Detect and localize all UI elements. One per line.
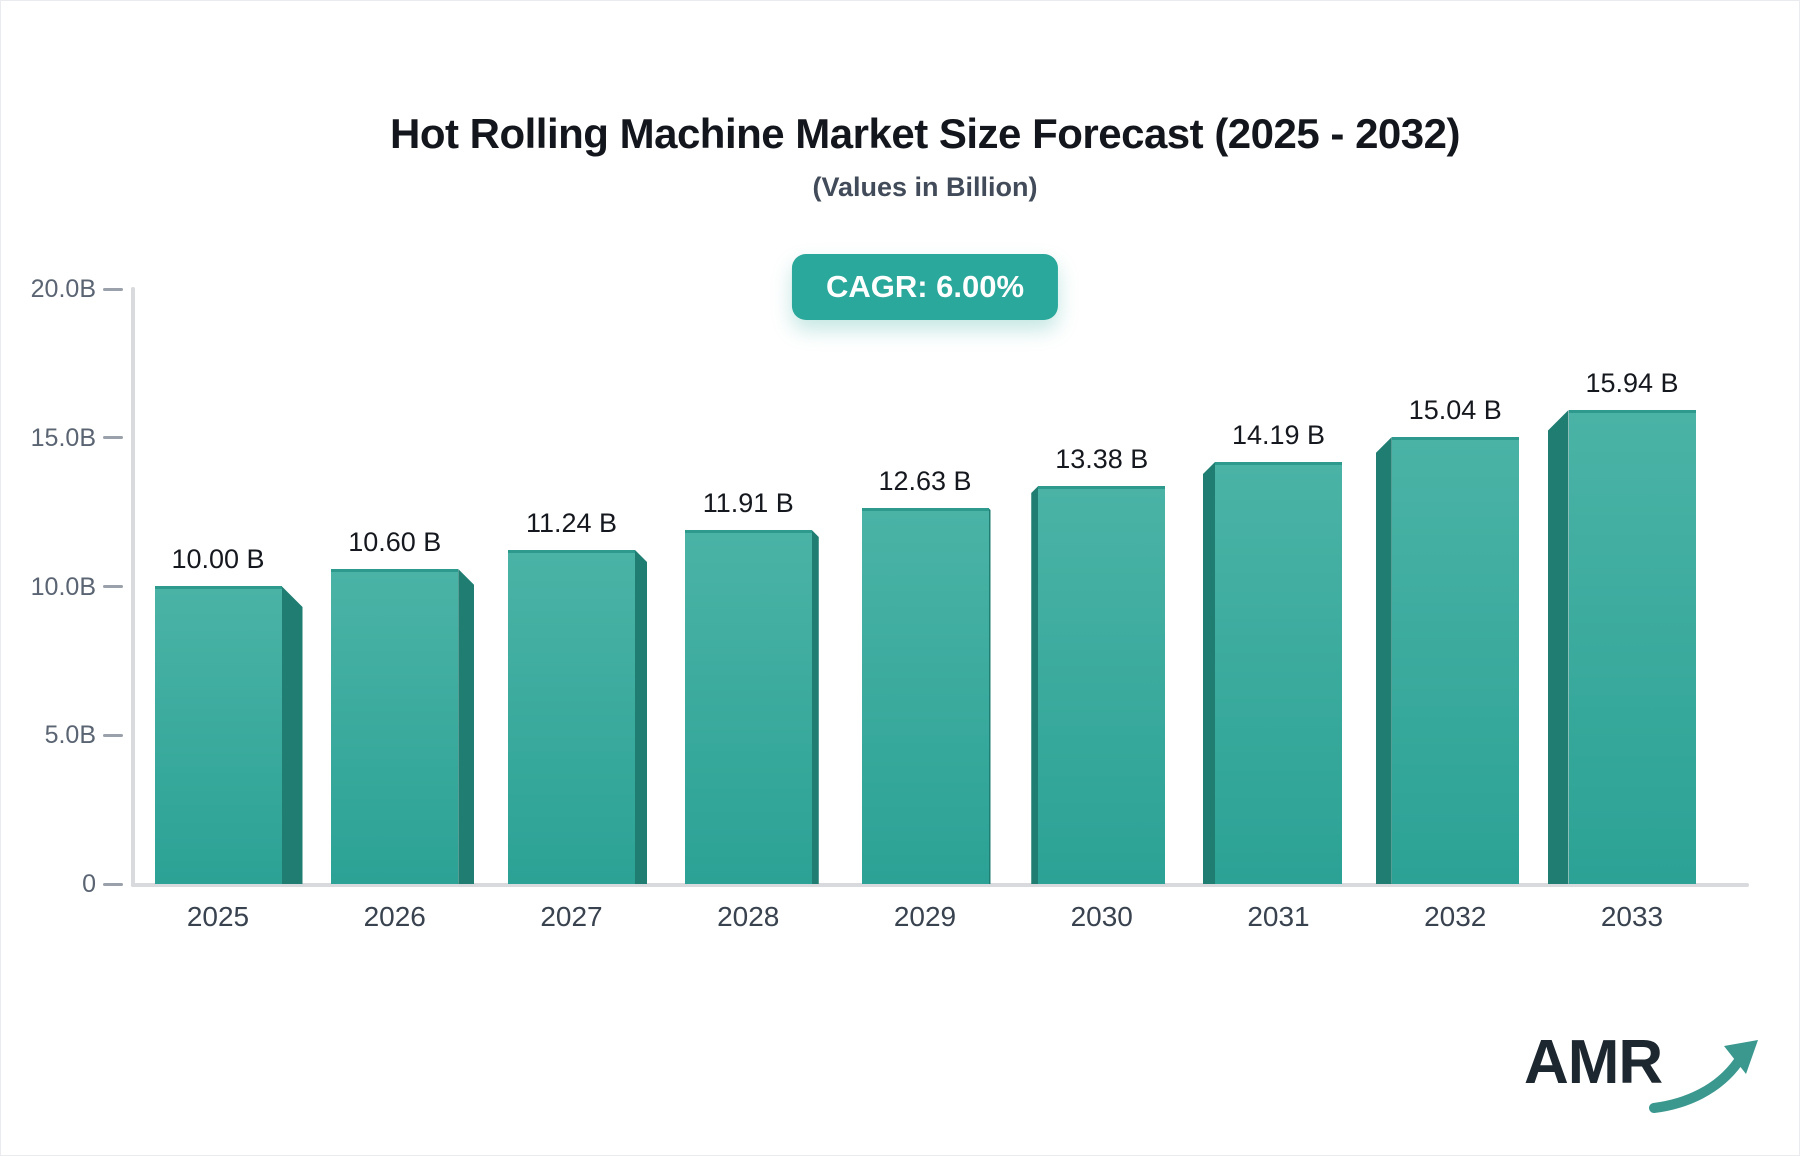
bar-value-label: 15.04 B: [1408, 395, 1502, 425]
bar-value-label: 15.94 B: [1585, 368, 1679, 398]
bar-2027[interactable]: 11.24 B: [508, 508, 647, 884]
x-category-label: 2025: [186, 901, 250, 932]
bar-2028[interactable]: 11.91 B: [684, 488, 819, 884]
x-category-label: 2033: [1600, 901, 1664, 932]
x-category-label: 2027: [540, 901, 603, 932]
bar-front-face: [1391, 437, 1519, 884]
y-tick-mark: [103, 733, 123, 737]
bar-value-label: 12.63 B: [878, 466, 972, 496]
chart-subtitle: (Values in Billion): [812, 172, 1038, 202]
bar-front-face: [684, 530, 812, 884]
bar-value-label: 13.38 B: [1055, 444, 1149, 474]
bar-side-face: [1031, 486, 1039, 884]
bar-side-face: [458, 569, 475, 884]
logo-text: AMR: [1524, 1028, 1663, 1097]
bar-2030[interactable]: 13.38 B: [1031, 444, 1166, 884]
bar-front-face: [1038, 486, 1166, 884]
bar-side-face: [635, 550, 647, 884]
x-category-label: 2032: [1424, 901, 1487, 932]
bar-side-face: [1547, 410, 1569, 884]
bar-front-face: [331, 569, 459, 884]
chart-title: Hot Rolling Machine Market Size Forecast…: [389, 110, 1461, 157]
bar-front-face: [1215, 462, 1342, 884]
y-tick-mark: [103, 882, 123, 886]
bar-value-label: 11.91 B: [702, 488, 794, 518]
bar-front-face: [154, 586, 282, 884]
bar-2031[interactable]: 14.19 B: [1203, 420, 1342, 884]
y-tick-mark: [103, 585, 123, 588]
bar-side-face: [988, 508, 991, 884]
y-tick-label: 5.0B: [44, 721, 96, 750]
bar-side-face: [811, 530, 819, 884]
bar-side-face: [1203, 462, 1215, 884]
x-category-label: 2030: [1070, 901, 1133, 932]
x-category-label: 2026: [363, 901, 426, 932]
bar-value-label: 10.60 B: [348, 527, 442, 557]
bar-value-label: 14.19 B: [1231, 420, 1326, 450]
x-axis-line: [131, 883, 1749, 887]
y-axis-line: [131, 287, 135, 887]
bar-value-label: 11.24 B: [525, 508, 618, 538]
x-category-label: 2029: [893, 901, 957, 932]
y-tick-label: 20.0B: [30, 275, 96, 303]
y-tick-label: 15.0B: [30, 423, 96, 452]
x-category-label: 2031: [1247, 901, 1310, 932]
bar-value-label: 10.00 B: [171, 544, 265, 574]
growth-arrow-icon: [1649, 1040, 1759, 1113]
bar-2033[interactable]: 15.94 B: [1547, 368, 1696, 884]
bar-side-face: [281, 586, 303, 884]
y-tick-mark: [103, 436, 123, 440]
y-tick-mark: [103, 287, 123, 291]
bar-front-face: [508, 550, 635, 884]
y-tick-label: 0: [82, 870, 96, 898]
bar-2026[interactable]: 10.60 B: [331, 527, 475, 884]
bar-2025[interactable]: 10.00 B: [154, 544, 303, 884]
bar-2032[interactable]: 15.04 B: [1375, 395, 1519, 884]
brand-logo: AMR: [1524, 1030, 1760, 1116]
cagr-badge: CAGR: 6.00%: [791, 254, 1059, 320]
x-category-label: 2028: [717, 901, 780, 932]
y-tick-label: 10.0B: [30, 572, 96, 601]
bar-front-face: [861, 508, 989, 884]
bar-2029[interactable]: 12.63 B: [861, 466, 991, 884]
bar-side-face: [1375, 437, 1392, 884]
bar-front-face: [1568, 410, 1696, 884]
